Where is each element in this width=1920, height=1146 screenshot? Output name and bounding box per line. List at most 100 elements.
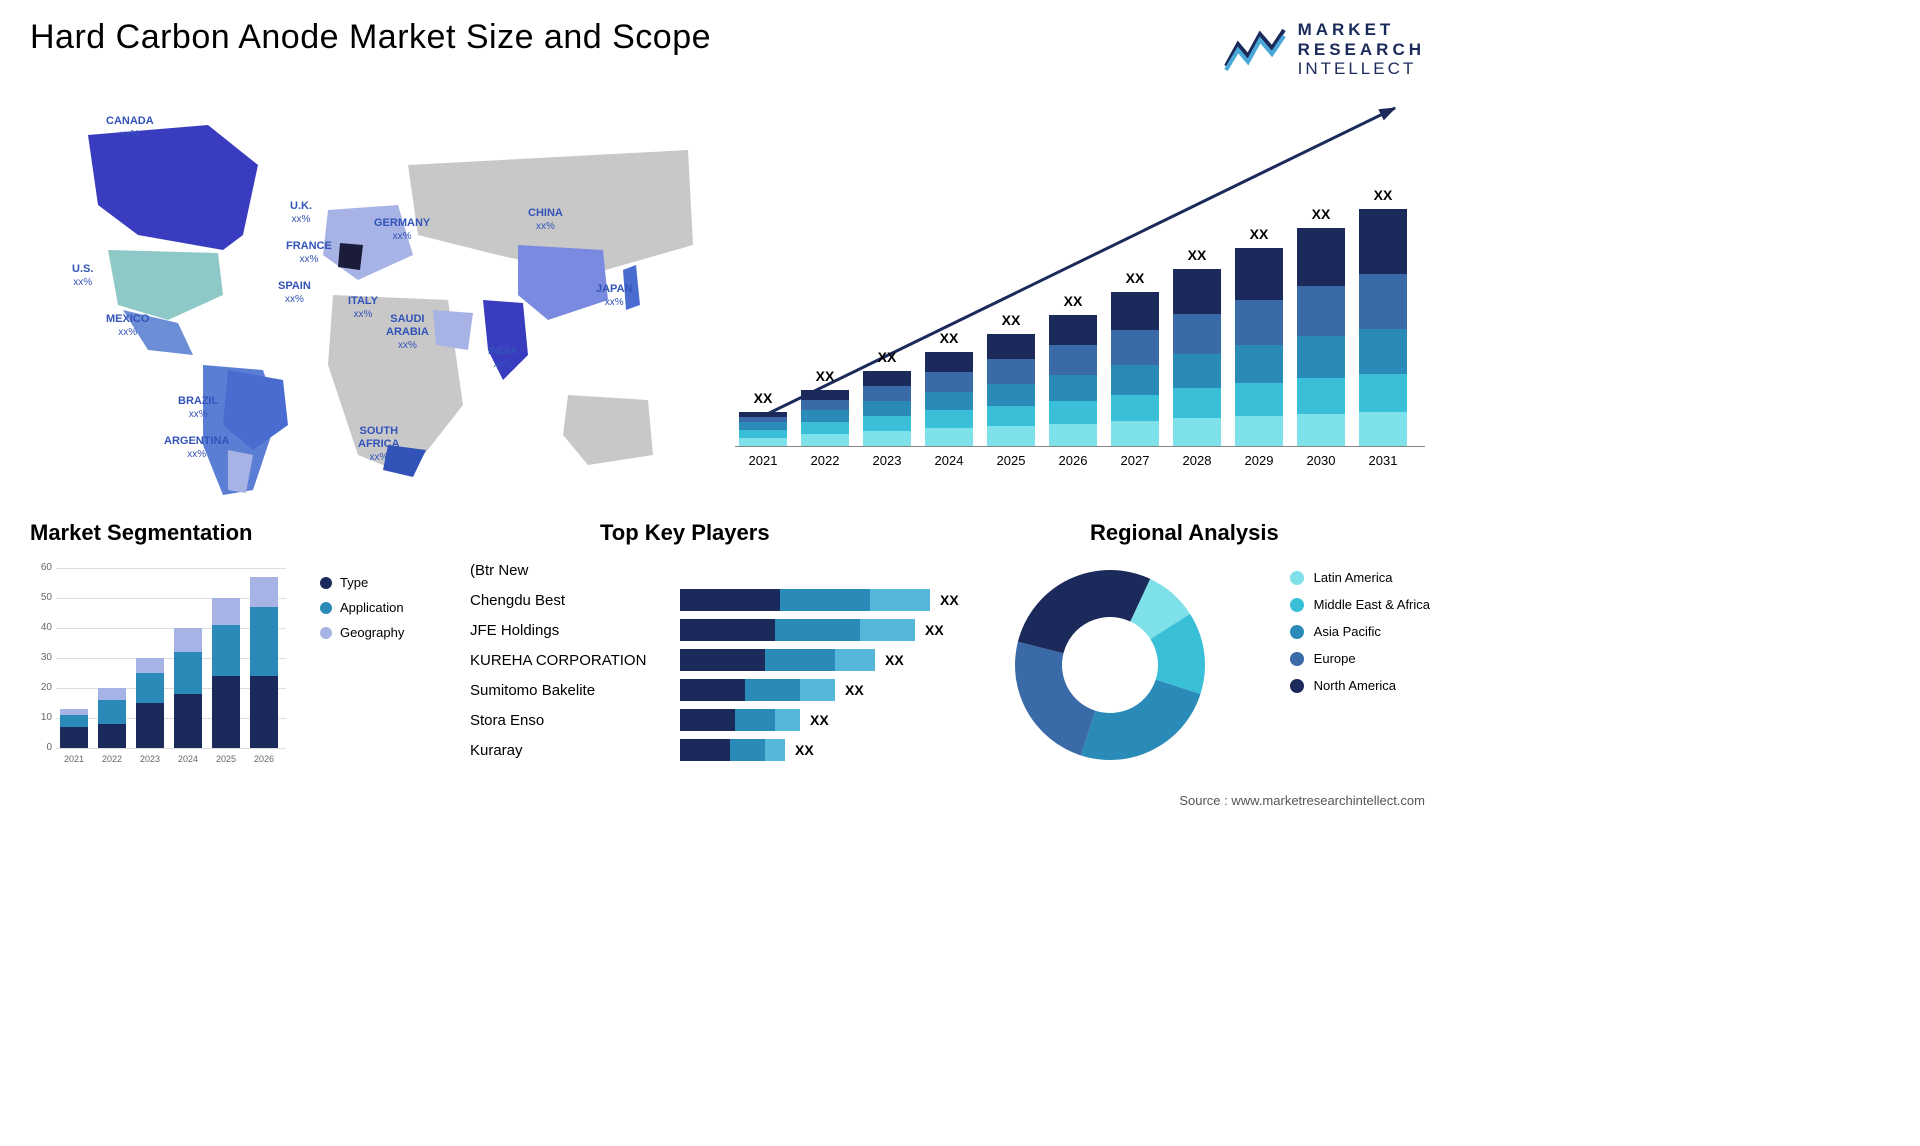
bar-segment <box>60 727 88 748</box>
bar-value-label: XX <box>1235 226 1283 242</box>
segmentation-legend: Type Application Geography <box>320 575 404 650</box>
growth-bar: XX <box>801 390 849 446</box>
map-region <box>88 125 258 250</box>
bar-segment <box>1235 300 1283 345</box>
bar-segment <box>739 438 787 446</box>
bar-segment <box>775 709 800 731</box>
source-line: Source : www.marketresearchintellect.com <box>1179 793 1425 808</box>
growth-bar: XX <box>1049 315 1097 446</box>
bar-segment <box>680 679 745 701</box>
bar-year-label: 2021 <box>739 453 787 468</box>
bar-year-label: 2023 <box>863 453 911 468</box>
bar-value-label: XX <box>739 390 787 406</box>
bar-segment <box>925 372 973 392</box>
bar-segment <box>212 598 240 625</box>
bar-segment <box>1049 401 1097 424</box>
legend-item: Geography <box>320 625 404 640</box>
growth-bar: XX <box>1173 269 1221 446</box>
legend-dot-icon <box>1290 679 1304 693</box>
bar-segment <box>863 386 911 401</box>
map-region <box>108 250 223 320</box>
bar-segment <box>1359 209 1407 274</box>
bar-segment <box>136 703 164 748</box>
y-tick-label: 60 <box>30 562 52 573</box>
seg-bar <box>250 577 278 748</box>
bar-segment <box>250 607 278 676</box>
legend-item: Type <box>320 575 404 590</box>
bar-year-label: 2030 <box>1297 453 1345 468</box>
bar-segment <box>765 739 785 761</box>
bar-segment <box>801 422 849 434</box>
bar-segment <box>863 431 911 446</box>
bar-segment <box>212 676 240 748</box>
player-name: (Btr New <box>470 562 680 579</box>
bar-segment <box>925 428 973 446</box>
bar-segment <box>1173 314 1221 354</box>
bar-segment <box>680 709 735 731</box>
bar-segment <box>1049 345 1097 375</box>
legend-dot-icon <box>320 602 332 614</box>
bar-segment <box>735 709 775 731</box>
player-row: KurarayXX <box>470 735 960 765</box>
map-country-label: BRAZILxx% <box>178 395 218 421</box>
bar-segment <box>250 676 278 748</box>
x-tick-label: 2026 <box>248 754 280 764</box>
player-name: Kuraray <box>470 742 680 759</box>
seg-bar <box>174 628 202 748</box>
legend-label: Application <box>340 600 404 615</box>
legend-dot-icon <box>320 627 332 639</box>
bar-segment <box>680 619 775 641</box>
bar-segment <box>925 352 973 372</box>
bar-segment <box>174 652 202 694</box>
bar-segment <box>1297 336 1345 378</box>
legend-item: Application <box>320 600 404 615</box>
bar-segment <box>1111 395 1159 421</box>
bar-value-label: XX <box>1359 187 1407 203</box>
bar-segment <box>730 739 765 761</box>
player-bar <box>680 619 915 641</box>
player-bar <box>680 739 785 761</box>
bar-value-label: XX <box>801 368 849 384</box>
growth-bar: XX <box>925 352 973 446</box>
bar-segment <box>1297 414 1345 446</box>
legend-label: North America <box>1314 678 1396 693</box>
segmentation-chart: 0102030405060202120222023202420252026 Ty… <box>30 555 430 770</box>
player-name: Sumitomo Bakelite <box>470 682 680 699</box>
bar-segment <box>987 359 1035 384</box>
legend-item: Asia Pacific <box>1290 624 1430 639</box>
bar-segment <box>250 577 278 607</box>
map-country-label: JAPANxx% <box>596 283 632 309</box>
logo-mark-icon <box>1224 26 1286 72</box>
growth-bar: XX <box>739 412 787 446</box>
bar-segment <box>60 715 88 727</box>
map-region <box>518 245 608 320</box>
bar-segment <box>863 416 911 431</box>
bar-segment <box>835 649 875 671</box>
donut-slice <box>1015 642 1095 756</box>
bar-value-label: XX <box>1049 293 1097 309</box>
player-row: JFE HoldingsXX <box>470 615 960 645</box>
bar-segment <box>987 384 1035 406</box>
bar-value-label: XX <box>1111 270 1159 286</box>
bar-value-label: XX <box>1173 247 1221 263</box>
bar-segment <box>765 649 835 671</box>
bar-segment <box>1359 329 1407 374</box>
map-country-label: SAUDIARABIAxx% <box>386 313 429 353</box>
seg-bar <box>136 658 164 748</box>
regional-donut: Latin AmericaMiddle East & AfricaAsia Pa… <box>1000 555 1430 770</box>
player-row: Sumitomo BakeliteXX <box>470 675 960 705</box>
bar-segment <box>1049 315 1097 345</box>
legend-label: Middle East & Africa <box>1314 597 1430 612</box>
bar-segment <box>739 422 787 430</box>
bar-segment <box>1297 286 1345 336</box>
player-row: Stora EnsoXX <box>470 705 960 735</box>
legend-label: Geography <box>340 625 404 640</box>
growth-bar: XX <box>1111 292 1159 446</box>
legend-item: North America <box>1290 678 1430 693</box>
player-value: XX <box>885 652 904 668</box>
x-tick-label: 2025 <box>210 754 242 764</box>
logo-text-3: INTELLECT <box>1298 59 1425 79</box>
legend-dot-icon <box>320 577 332 589</box>
player-bar <box>680 649 875 671</box>
bar-segment <box>775 619 860 641</box>
